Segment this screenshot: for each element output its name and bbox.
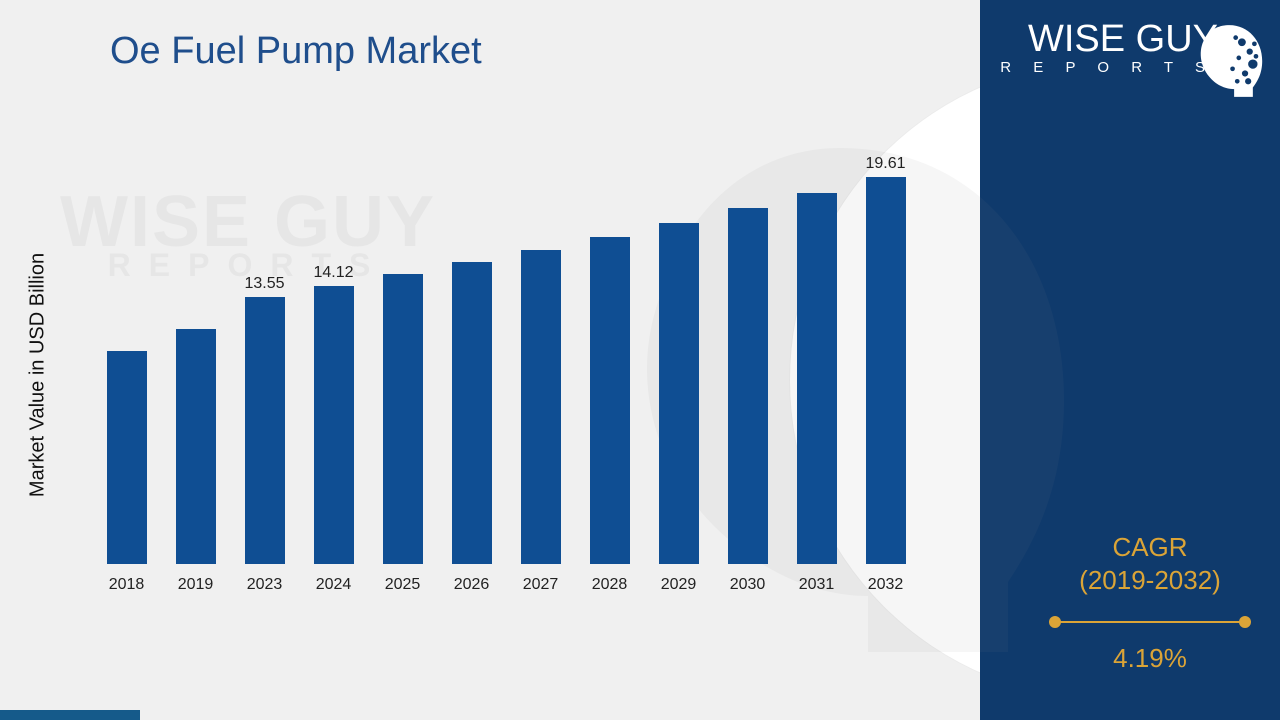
chart-region: Market Value in USD Billion 13.5514.1219… (50, 150, 920, 600)
bar-slot (368, 150, 437, 564)
bar (866, 177, 906, 564)
cagr-divider-line (1055, 621, 1245, 623)
bar-slot: 19.61 (851, 150, 920, 564)
bar (107, 351, 147, 564)
bottom-accent-bar (0, 710, 140, 720)
x-axis-label: 2018 (92, 570, 161, 600)
brand-logo: WISE GUY R E P O R T S (992, 18, 1262, 76)
bar (521, 250, 561, 564)
bar (452, 262, 492, 564)
cagr-value: 4.19% (1020, 642, 1280, 676)
bar-slot: 14.12 (299, 150, 368, 564)
logo-text-sub: R E P O R T S (992, 59, 1214, 76)
bar (728, 208, 768, 564)
bar-slot (644, 150, 713, 564)
main-area: Oe Fuel Pump Market WISE GUY REPORTS Mar… (0, 0, 980, 720)
x-axis-label: 2030 (713, 570, 782, 600)
cagr-period: (2019-2032) (1020, 564, 1280, 598)
bar (245, 297, 285, 564)
bar-slot (92, 150, 161, 564)
logo-head-icon (1192, 22, 1270, 100)
bar-slot (713, 150, 782, 564)
x-axis-label: 2029 (644, 570, 713, 600)
y-axis-label: Market Value in USD Billion (27, 253, 50, 497)
x-axis-label: 2024 (299, 570, 368, 600)
cagr-label: CAGR (1020, 531, 1280, 565)
bar (659, 223, 699, 564)
x-axis-label: 2028 (575, 570, 644, 600)
bar-slot (506, 150, 575, 564)
bar-value-label: 19.61 (865, 155, 905, 173)
x-axis-label: 2032 (851, 570, 920, 600)
bar (590, 237, 630, 564)
x-axis-label: 2026 (437, 570, 506, 600)
cagr-divider-dot-left (1049, 616, 1061, 628)
chart-plot-area: 13.55 14.12 19.61 (92, 150, 920, 564)
bar (314, 286, 354, 564)
cagr-divider (1055, 612, 1245, 632)
x-axis-label: 2025 (368, 570, 437, 600)
bar-slot: 13.55 (230, 150, 299, 564)
x-axis-label: 2031 (782, 570, 851, 600)
bar-slot (161, 150, 230, 564)
bar-slot (575, 150, 644, 564)
bar-slot (782, 150, 851, 564)
cagr-divider-dot-right (1239, 616, 1251, 628)
bar-value-label: 13.55 (244, 275, 284, 293)
x-axis-label: 2019 (161, 570, 230, 600)
chart-title: Oe Fuel Pump Market (110, 30, 482, 73)
x-axis-labels: 2018201920232024202520262027202820292030… (92, 570, 920, 600)
bar (176, 329, 216, 564)
x-axis-label: 2027 (506, 570, 575, 600)
bar-slot (437, 150, 506, 564)
page-root: Oe Fuel Pump Market WISE GUY REPORTS Mar… (0, 0, 1280, 720)
bar (383, 274, 423, 564)
bar-value-label: 14.12 (313, 264, 353, 282)
bar (797, 193, 837, 564)
bars-row: 13.55 14.12 19.61 (92, 150, 920, 564)
cagr-block: CAGR (2019-2032) 4.19% (1020, 531, 1280, 676)
x-axis-label: 2023 (230, 570, 299, 600)
